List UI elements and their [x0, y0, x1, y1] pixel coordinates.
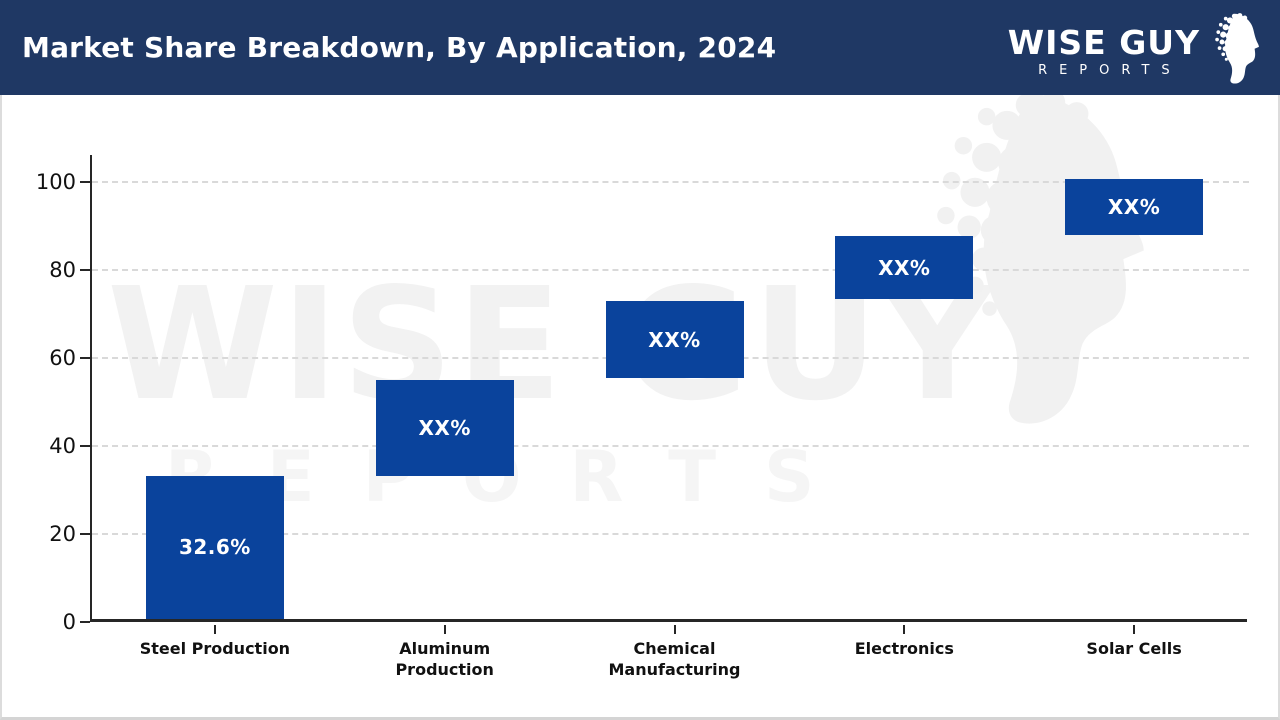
bar-steel-production: 32.6%: [145, 475, 284, 619]
y-axis-tick: [80, 181, 90, 183]
x-category-label: Aluminum Production: [395, 639, 494, 679]
chart-canvas: WISE GUY REPORTS 0 20 40 60 80 100 32.6% Steel …: [2, 95, 1278, 717]
logo-text: WISE GUY REPORTS: [1008, 23, 1200, 78]
logo-subtext: REPORTS: [1038, 62, 1182, 78]
bar-value-label: XX%: [418, 415, 471, 440]
logo-wordmark: WISE GUY: [1007, 22, 1200, 62]
wiseguy-logo: WISE GUY REPORTS: [1008, 8, 1266, 92]
gridline: [92, 181, 1249, 183]
x-axis-tick: [443, 625, 446, 634]
y-axis-tick: [80, 357, 90, 359]
bar-value-label: XX%: [1107, 194, 1161, 219]
x-axis-tick: [213, 625, 216, 634]
y-axis-tick: [80, 621, 90, 623]
bar-value-label: 32.6%: [178, 535, 251, 560]
gridline: [92, 533, 1249, 535]
bar-chemical-manufacturing: XX%: [605, 300, 744, 379]
bar-value-label: XX%: [648, 327, 701, 352]
gridline: [92, 269, 1249, 271]
wiseguy-head-icon: [1194, 10, 1266, 90]
bar-value-label: XX%: [878, 255, 931, 280]
x-category-label: Steel Production: [139, 639, 291, 658]
x-category-label: Solar Cells: [1086, 639, 1182, 658]
bar-solar-cells: XX%: [1065, 179, 1204, 235]
header-bar: Market Share Breakdown, By Application, …: [0, 0, 1280, 95]
y-tick-label: 60: [49, 346, 76, 370]
y-tick-label: 100: [35, 170, 76, 194]
x-category-label: Chemical Manufacturing: [608, 639, 741, 679]
x-category-label: Electronics: [854, 639, 954, 658]
y-tick-label: 0: [62, 610, 76, 634]
plot-area: 0 20 40 60 80 100 32.6% Steel Production XX% Alum…: [36, 155, 1249, 679]
page-title: Market Share Breakdown, By Application, …: [22, 31, 777, 64]
x-axis-tick: [1133, 625, 1136, 634]
gridline: [92, 445, 1249, 447]
y-axis-tick: [80, 269, 90, 271]
x-axis-tick: [903, 625, 906, 634]
y-tick-label: 80: [49, 258, 76, 282]
y-tick-label: 40: [49, 434, 76, 458]
x-axis-tick: [673, 625, 676, 634]
y-tick-label: 20: [49, 522, 76, 546]
y-axis-tick: [80, 445, 90, 447]
bar-electronics: XX%: [835, 236, 974, 300]
y-axis-tick: [80, 533, 90, 535]
bar-aluminum-production: XX%: [375, 379, 514, 476]
